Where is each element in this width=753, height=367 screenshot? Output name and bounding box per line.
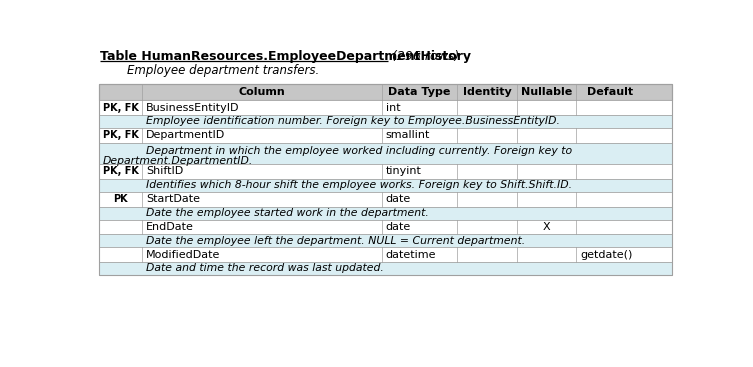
Text: Table HumanResources.EmployeeDepartmentHistory: Table HumanResources.EmployeeDepartmentH… <box>100 50 471 63</box>
Bar <box>99 219 672 234</box>
Bar <box>99 179 672 192</box>
Text: (296 rows): (296 rows) <box>388 50 459 63</box>
Text: ShiftID: ShiftID <box>146 167 184 177</box>
Text: Date the employee left the department. NULL = Current department.: Date the employee left the department. N… <box>146 236 526 246</box>
Text: Identifies which 8-hour shift the employee works. Foreign key to Shift.Shift.ID.: Identifies which 8-hour shift the employ… <box>146 180 572 190</box>
Text: Data Type: Data Type <box>389 87 451 97</box>
Bar <box>99 164 672 179</box>
Text: int: int <box>386 102 400 113</box>
Text: Date and time the record was last updated.: Date and time the record was last update… <box>146 264 384 273</box>
Text: Department in which the employee worked including currently. Foreign key to: Department in which the employee worked … <box>146 146 572 156</box>
Bar <box>99 207 672 219</box>
Bar <box>99 100 672 115</box>
Text: getdate(): getdate() <box>581 250 633 259</box>
Bar <box>99 84 672 275</box>
Text: EndDate: EndDate <box>146 222 194 232</box>
Text: PK: PK <box>113 194 128 204</box>
Bar <box>99 262 672 275</box>
Text: Date the employee started work in the department.: Date the employee started work in the de… <box>146 208 429 218</box>
Bar <box>99 128 672 143</box>
Text: smallint: smallint <box>386 130 430 140</box>
Bar <box>99 192 672 207</box>
Text: Department.DepartmentID.: Department.DepartmentID. <box>102 156 253 166</box>
Text: StartDate: StartDate <box>146 194 200 204</box>
Text: date: date <box>386 194 411 204</box>
Text: BusinessEntityID: BusinessEntityID <box>146 102 239 113</box>
Text: date: date <box>386 222 411 232</box>
Text: Default: Default <box>587 87 633 97</box>
Bar <box>99 84 672 100</box>
Bar <box>99 247 672 262</box>
Text: PK, FK: PK, FK <box>102 130 139 140</box>
Text: DepartmentID: DepartmentID <box>146 130 225 140</box>
Text: Column: Column <box>239 87 285 97</box>
Bar <box>99 143 672 164</box>
Text: Employee identification number. Foreign key to Employee.BusinessEntityID.: Employee identification number. Foreign … <box>146 116 560 126</box>
Text: X: X <box>543 222 550 232</box>
Text: datetime: datetime <box>386 250 436 259</box>
Text: Identity: Identity <box>462 87 511 97</box>
Text: Nullable: Nullable <box>521 87 572 97</box>
Text: PK, FK: PK, FK <box>102 102 139 113</box>
Bar <box>99 234 672 247</box>
Text: ModifiedDate: ModifiedDate <box>146 250 221 259</box>
Text: tinyint: tinyint <box>386 167 422 177</box>
Bar <box>99 115 672 128</box>
Text: Employee department transfers.: Employee department transfers. <box>127 64 320 77</box>
Text: PK, FK: PK, FK <box>102 167 139 177</box>
